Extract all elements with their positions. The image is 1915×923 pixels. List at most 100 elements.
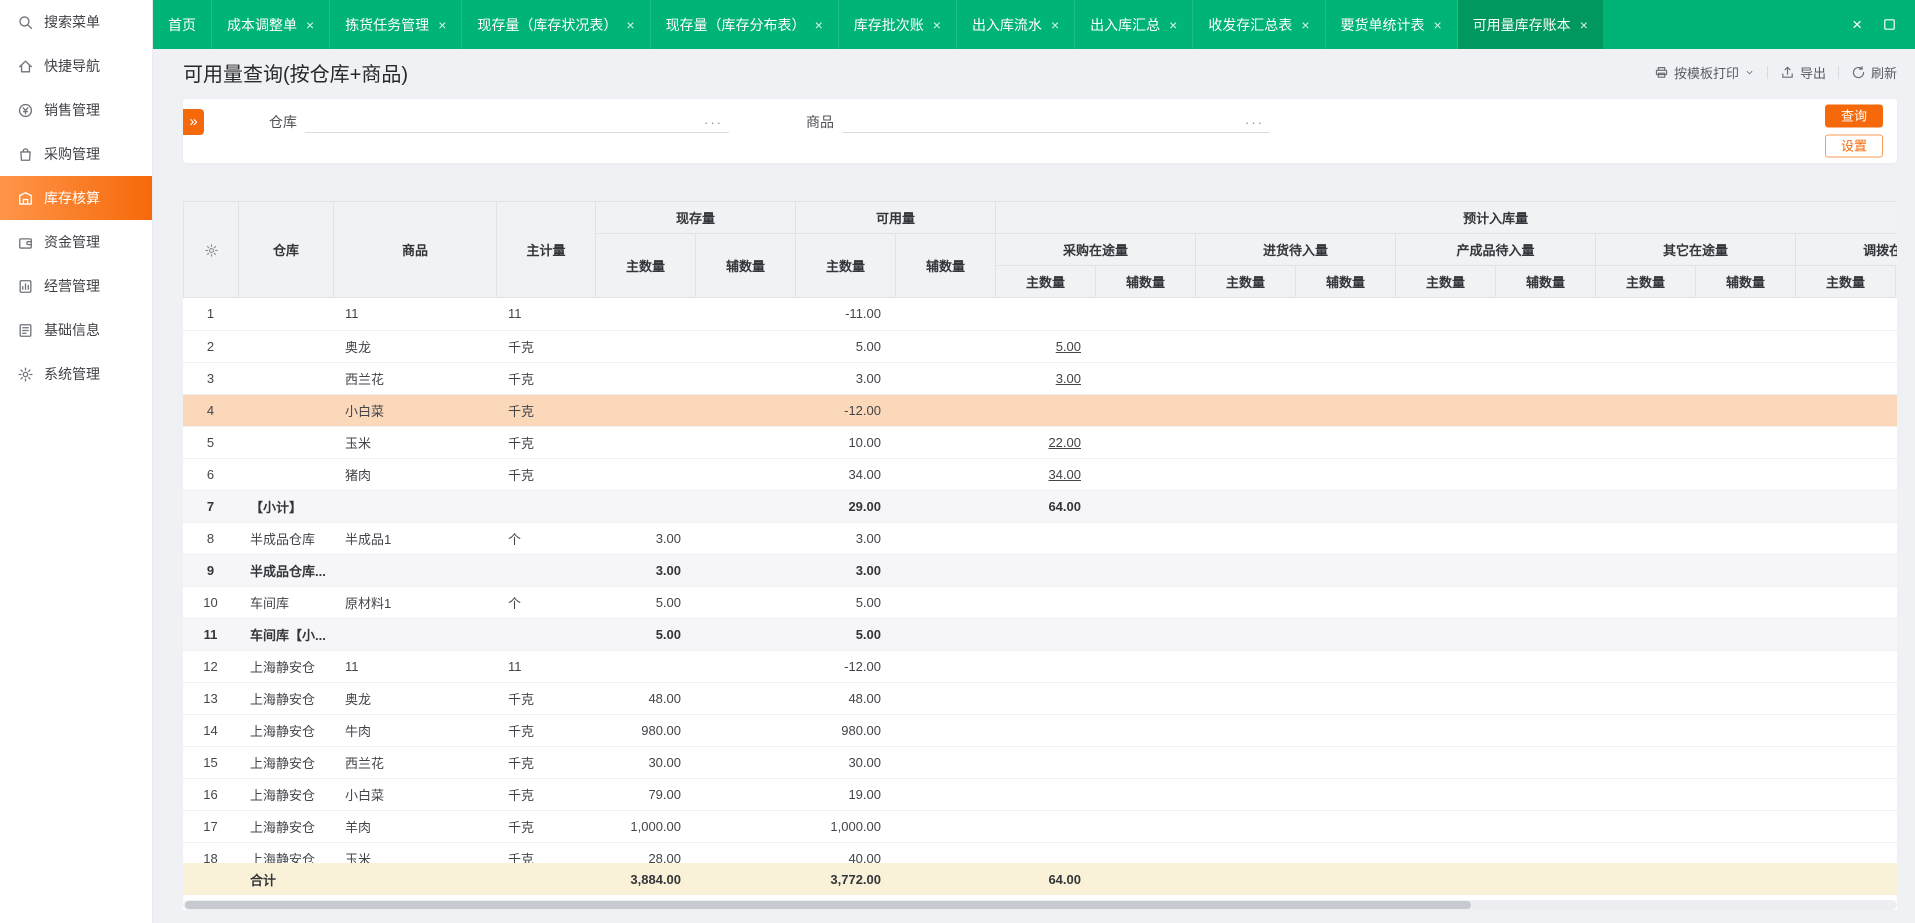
export-button[interactable]: 导出	[1780, 63, 1826, 82]
grid-row[interactable]: 11 车间库【小... 5.00 5.00	[183, 618, 1897, 651]
cell-empty	[1095, 330, 1195, 363]
sidebar-item-search-menu[interactable]: 搜索菜单	[0, 0, 152, 44]
product-filter-input[interactable]: ···	[842, 105, 1270, 133]
grid-row[interactable]: 15 上海静安仓 西兰花 千克 30.00 30.00	[183, 746, 1897, 779]
tab-close-icon[interactable]: ×	[1301, 16, 1310, 33]
cell-empty	[1895, 778, 1897, 811]
cell-warehouse: 上海静安仓	[238, 778, 333, 811]
drilldown-link[interactable]: 5.00	[1055, 338, 1081, 354]
tab-inout-summary[interactable]: 出入库汇总 ×	[1075, 0, 1194, 49]
query-button[interactable]: 查询	[1825, 104, 1883, 128]
tab-stock-distribution[interactable]: 现存量（库存分布表） ×	[651, 0, 839, 49]
grid-row[interactable]: 13 上海静安仓 奥龙 千克 48.00 48.00	[183, 682, 1897, 715]
grid-row[interactable]: 1 11 11 -11.00	[183, 298, 1897, 331]
cell-product	[333, 490, 496, 523]
tab-close-icon[interactable]: ×	[1050, 16, 1060, 33]
sidebar-item-purchase[interactable]: 采购管理	[0, 132, 152, 176]
tab-stock-status[interactable]: 现存量（库存状况表） ×	[462, 0, 651, 49]
grid-row[interactable]: 9 半成品仓库... 3.00 3.00	[183, 554, 1897, 587]
sidebar-item-inventory[interactable]: 库存核算	[0, 176, 152, 220]
warehouse-filter-input[interactable]: ···	[305, 105, 729, 133]
settings-button[interactable]: 设置	[1825, 134, 1883, 158]
grid-row[interactable]: 2 奥龙 千克 5.00 5.00	[183, 330, 1897, 363]
tab-home[interactable]: 首页	[153, 0, 212, 49]
tab-close-icon[interactable]: ×	[438, 16, 447, 33]
grid-row[interactable]: 3 西兰花 千克 3.00 3.00	[183, 362, 1897, 395]
cell-empty	[1195, 362, 1295, 395]
product-picker-ellipsis[interactable]: ···	[1245, 115, 1264, 130]
refresh-button[interactable]: 刷新	[1851, 63, 1897, 82]
cell-empty	[1395, 586, 1495, 619]
horizontal-scrollbar[interactable]	[183, 900, 1897, 910]
sidebar-item-system[interactable]: 系统管理	[0, 352, 152, 396]
fullscreen-icon[interactable]	[1882, 17, 1897, 32]
sidebar-item-funds[interactable]: 资金管理	[0, 220, 152, 264]
print-by-template-label: 按模板打印	[1673, 65, 1739, 81]
cell-empty	[1795, 362, 1895, 395]
cell-empty	[1795, 842, 1895, 863]
sidebar-item-label: 销售管理	[44, 102, 100, 118]
drilldown-link[interactable]: 34.00	[1048, 466, 1081, 482]
tab-stock-batch[interactable]: 库存批次账 ×	[839, 0, 957, 49]
print-by-template-button[interactable]: 按模板打印	[1654, 63, 1755, 82]
tab-close-icon[interactable]: ×	[626, 16, 635, 33]
column-subheader: 辅数量	[895, 233, 997, 298]
sidebar-item-sales[interactable]: 销售管理	[0, 88, 152, 132]
cell-empty	[1795, 490, 1895, 523]
grid-row[interactable]: 12 上海静安仓 11 11 -12.00	[183, 650, 1897, 683]
cell-empty	[1595, 682, 1695, 715]
expand-filter-button[interactable]: »	[183, 109, 204, 135]
sidebar-item-quick-nav[interactable]: 快捷导航	[0, 44, 152, 88]
tab-demand-order-stats[interactable]: 要货单统计表 ×	[1326, 0, 1458, 49]
grid-row[interactable]: 10 车间库 原材料1 个 5.00 5.00	[183, 586, 1897, 619]
cell-warehouse: 上海静安仓	[238, 682, 333, 715]
tab-close-icon[interactable]: ×	[932, 16, 941, 33]
grid-row[interactable]: 4 小白菜 千克 -12.00	[183, 394, 1897, 427]
cell-empty	[1795, 714, 1895, 747]
tab-close-icon[interactable]: ×	[306, 16, 315, 33]
grid-row[interactable]: 17 上海静安仓 羊肉 千克 1,000.00 1,000.00	[183, 810, 1897, 843]
cell-empty	[1795, 778, 1895, 811]
tab-available-stock-ledger[interactable]: 可用量库存账本 ×	[1457, 0, 1604, 49]
sidebar-item-basic-info[interactable]: 基础信息	[0, 308, 152, 352]
cell-empty	[1795, 394, 1895, 427]
tab-bar: 首页 成本调整单 × 拣货任务管理 × 现存量（库存状况表） × 现存量（库存分布表） × 库存批…	[153, 0, 1915, 49]
tab-cost-adjustment[interactable]: 成本调整单 ×	[212, 0, 331, 49]
cell-empty	[1895, 490, 1897, 523]
cell-index: 17	[183, 810, 238, 843]
tab-picking-task[interactable]: 拣货任务管理 ×	[330, 0, 463, 49]
cell-empty	[1895, 586, 1897, 619]
warehouse-picker-ellipsis[interactable]: ···	[704, 115, 723, 130]
tab-receive-send-summary[interactable]: 收发存汇总表 ×	[1193, 0, 1326, 49]
cell-empty	[1795, 426, 1895, 459]
tab-inout-flow[interactable]: 出入库流水 ×	[957, 0, 1076, 49]
cell-unit: 千克	[496, 682, 595, 715]
column-subheader: 辅数量	[694, 233, 797, 298]
grid-row[interactable]: 6 猪肉 千克 34.00 34.00	[183, 458, 1897, 491]
tab-close-icon[interactable]: ×	[1169, 16, 1178, 33]
grid-row[interactable]: 14 上海静安仓 牛肉 千克 980.00 980.00	[183, 714, 1897, 747]
cell-empty	[1595, 522, 1695, 555]
drilldown-link[interactable]: 3.00	[1055, 370, 1081, 386]
close-icon[interactable]: ×	[1852, 15, 1862, 34]
cell-product: 猪肉	[333, 458, 496, 491]
grid-row[interactable]: 5 玉米 千克 10.00 22.00	[183, 426, 1897, 459]
grid-column-settings[interactable]	[183, 201, 239, 298]
grid-row[interactable]: 18 上海静安仓 玉米 千克 28.00 40.00	[183, 842, 1897, 863]
tab-close-icon[interactable]: ×	[814, 16, 823, 33]
grid-row[interactable]: 16 上海静安仓 小白菜 千克 79.00 19.00	[183, 778, 1897, 811]
cell-purchase-main	[995, 618, 1095, 651]
cell-purchase-main: 34.00	[995, 458, 1095, 491]
grid-row[interactable]: 7 【小计】 29.00 64.00	[183, 490, 1897, 523]
cell-available-main: 1,000.00	[795, 810, 895, 843]
column-group-header: 调拨在途量	[1795, 233, 1897, 266]
cell-unit: 千克	[496, 842, 595, 863]
grid-row[interactable]: 8 半成品仓库 半成品1 个 3.00 3.00	[183, 522, 1897, 555]
tab-close-icon[interactable]: ×	[1433, 16, 1442, 33]
tab-close-icon[interactable]: ×	[1579, 16, 1588, 33]
drilldown-link[interactable]: 22.00	[1048, 434, 1081, 450]
scrollbar-thumb[interactable]	[185, 901, 1471, 909]
column-group-header: 进货待入量	[1195, 233, 1397, 266]
sidebar-item-business[interactable]: 经营管理	[0, 264, 152, 308]
